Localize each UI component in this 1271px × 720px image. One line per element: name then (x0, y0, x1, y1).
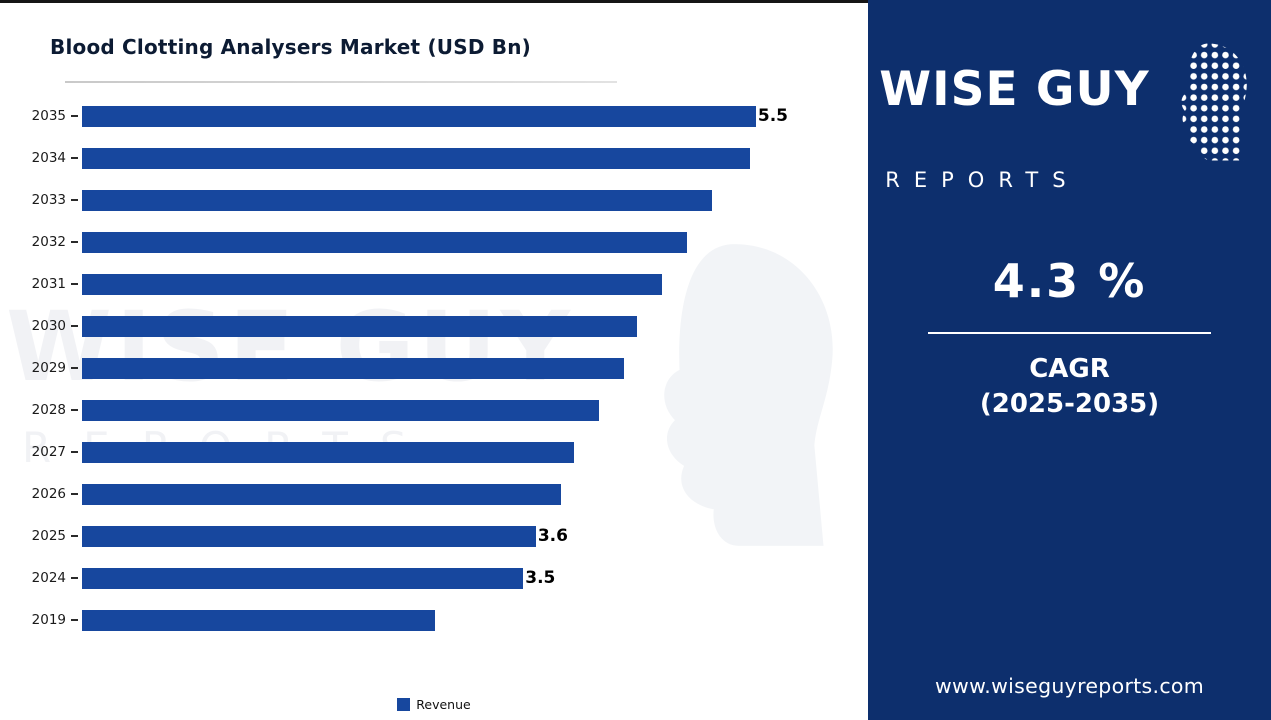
bar-row: 2035 5.5 (10, 95, 868, 137)
logo-subtext: REPORTS (885, 168, 1080, 192)
bar-track (82, 399, 788, 421)
bar-track (82, 273, 788, 295)
y-axis-label: 2033 (31, 192, 66, 208)
bar-track: 3.6 (82, 525, 788, 547)
wiseguy-logo: WISE GUY REPORTS (879, 40, 1259, 192)
bar-row: 2031 (10, 263, 868, 305)
bar-track (82, 189, 788, 211)
legend-label: Revenue (416, 697, 471, 712)
bar-track (82, 441, 788, 463)
bar-track: 3.5 (82, 567, 788, 589)
y-tick-mark (71, 619, 78, 621)
y-axis-label: 2034 (31, 150, 66, 166)
watermark-text: WISE GUY (6, 291, 575, 403)
bar-track (82, 609, 788, 631)
legend-swatch (397, 698, 411, 711)
cagr-block: 4.3 % CAGR (2025-2035) (928, 254, 1211, 422)
y-tick-mark (71, 493, 78, 495)
chart-title: Blood Clotting Analysers Market (USD Bn) (50, 35, 532, 59)
bar-row: 2030 (10, 305, 868, 347)
bar-chart: 2035 5.5 2034 2033 2032 2031 2030 2029 2028 2027 2… (0, 95, 868, 641)
y-axis-label: 2032 (31, 234, 66, 250)
bar-row: 2029 (10, 347, 868, 389)
y-tick-mark (71, 325, 78, 327)
revenue-bar (82, 273, 662, 295)
bar-track (82, 357, 788, 379)
bar-track: 5.5 (82, 105, 788, 127)
y-tick-mark (71, 199, 78, 201)
revenue-bar (82, 483, 562, 505)
cagr-value: 4.3 % (992, 254, 1147, 308)
website-link[interactable]: www.wiseguyreports.com (934, 674, 1205, 698)
y-tick-mark (71, 157, 78, 159)
bar-row: 2033 (10, 179, 868, 221)
chart-panel: WISE GUY REPORTS Blood Clotting Analyser… (0, 0, 868, 712)
y-axis-label: 2024 (31, 570, 66, 586)
revenue-bar (82, 609, 435, 631)
bar-value-label: 5.5 (757, 106, 788, 126)
bar-value-label: 3.6 (537, 526, 568, 546)
revenue-bar (82, 357, 625, 379)
y-axis-label: 2019 (31, 612, 66, 628)
bar-row: 2026 (10, 473, 868, 515)
y-axis-label: 2027 (31, 444, 66, 460)
revenue-bar (82, 147, 751, 169)
revenue-bar (82, 567, 524, 589)
y-tick-mark (71, 115, 78, 117)
y-axis-label: 2035 (31, 108, 66, 124)
bar-track (82, 231, 788, 253)
y-tick-mark (71, 577, 78, 579)
bar-row: 2034 (10, 137, 868, 179)
legend: Revenue (0, 697, 868, 712)
bar-row: 2028 (10, 389, 868, 431)
brand-panel: WISE GUY REPORTS 4.3 % CAGR (2025-2035) … (868, 0, 1271, 720)
bar-track (82, 483, 788, 505)
cagr-label: CAGR (2025-2035) (928, 352, 1211, 422)
bar-row: 2027 (10, 431, 868, 473)
y-tick-mark (71, 535, 78, 537)
y-tick-mark (71, 451, 78, 453)
revenue-bar (82, 315, 637, 337)
logo-text: WISE GUY (879, 62, 1150, 117)
y-tick-mark (71, 283, 78, 285)
y-tick-mark (71, 367, 78, 369)
revenue-bar (82, 525, 536, 547)
revenue-bar (82, 105, 756, 127)
bar-track (82, 315, 788, 337)
bar-row: 2025 3.6 (10, 515, 868, 557)
y-axis-label: 2030 (31, 318, 66, 334)
head-profile-dots-icon (1181, 43, 1247, 161)
revenue-bar (82, 399, 599, 421)
cagr-divider (928, 332, 1211, 334)
bar-row: 2019 (10, 599, 868, 641)
y-axis-label: 2026 (31, 486, 66, 502)
y-axis-label: 2028 (31, 402, 66, 418)
y-tick-mark (71, 409, 78, 411)
y-tick-mark (71, 241, 78, 243)
revenue-bar (82, 189, 713, 211)
cagr-label-line2: (2025-2035) (979, 389, 1160, 420)
y-axis-label: 2029 (31, 360, 66, 376)
bar-row: 2032 (10, 221, 868, 263)
revenue-bar (82, 231, 688, 253)
y-axis-label: 2031 (31, 276, 66, 292)
watermark-head-profile-dots-icon (664, 244, 833, 546)
y-axis-label: 2025 (31, 528, 66, 544)
bar-value-label: 3.5 (525, 568, 556, 588)
bar-track (82, 147, 788, 169)
cagr-label-line1: CAGR (1029, 354, 1110, 384)
revenue-bar (82, 441, 574, 463)
bar-row: 2024 3.5 (10, 557, 868, 599)
title-divider (65, 81, 617, 83)
